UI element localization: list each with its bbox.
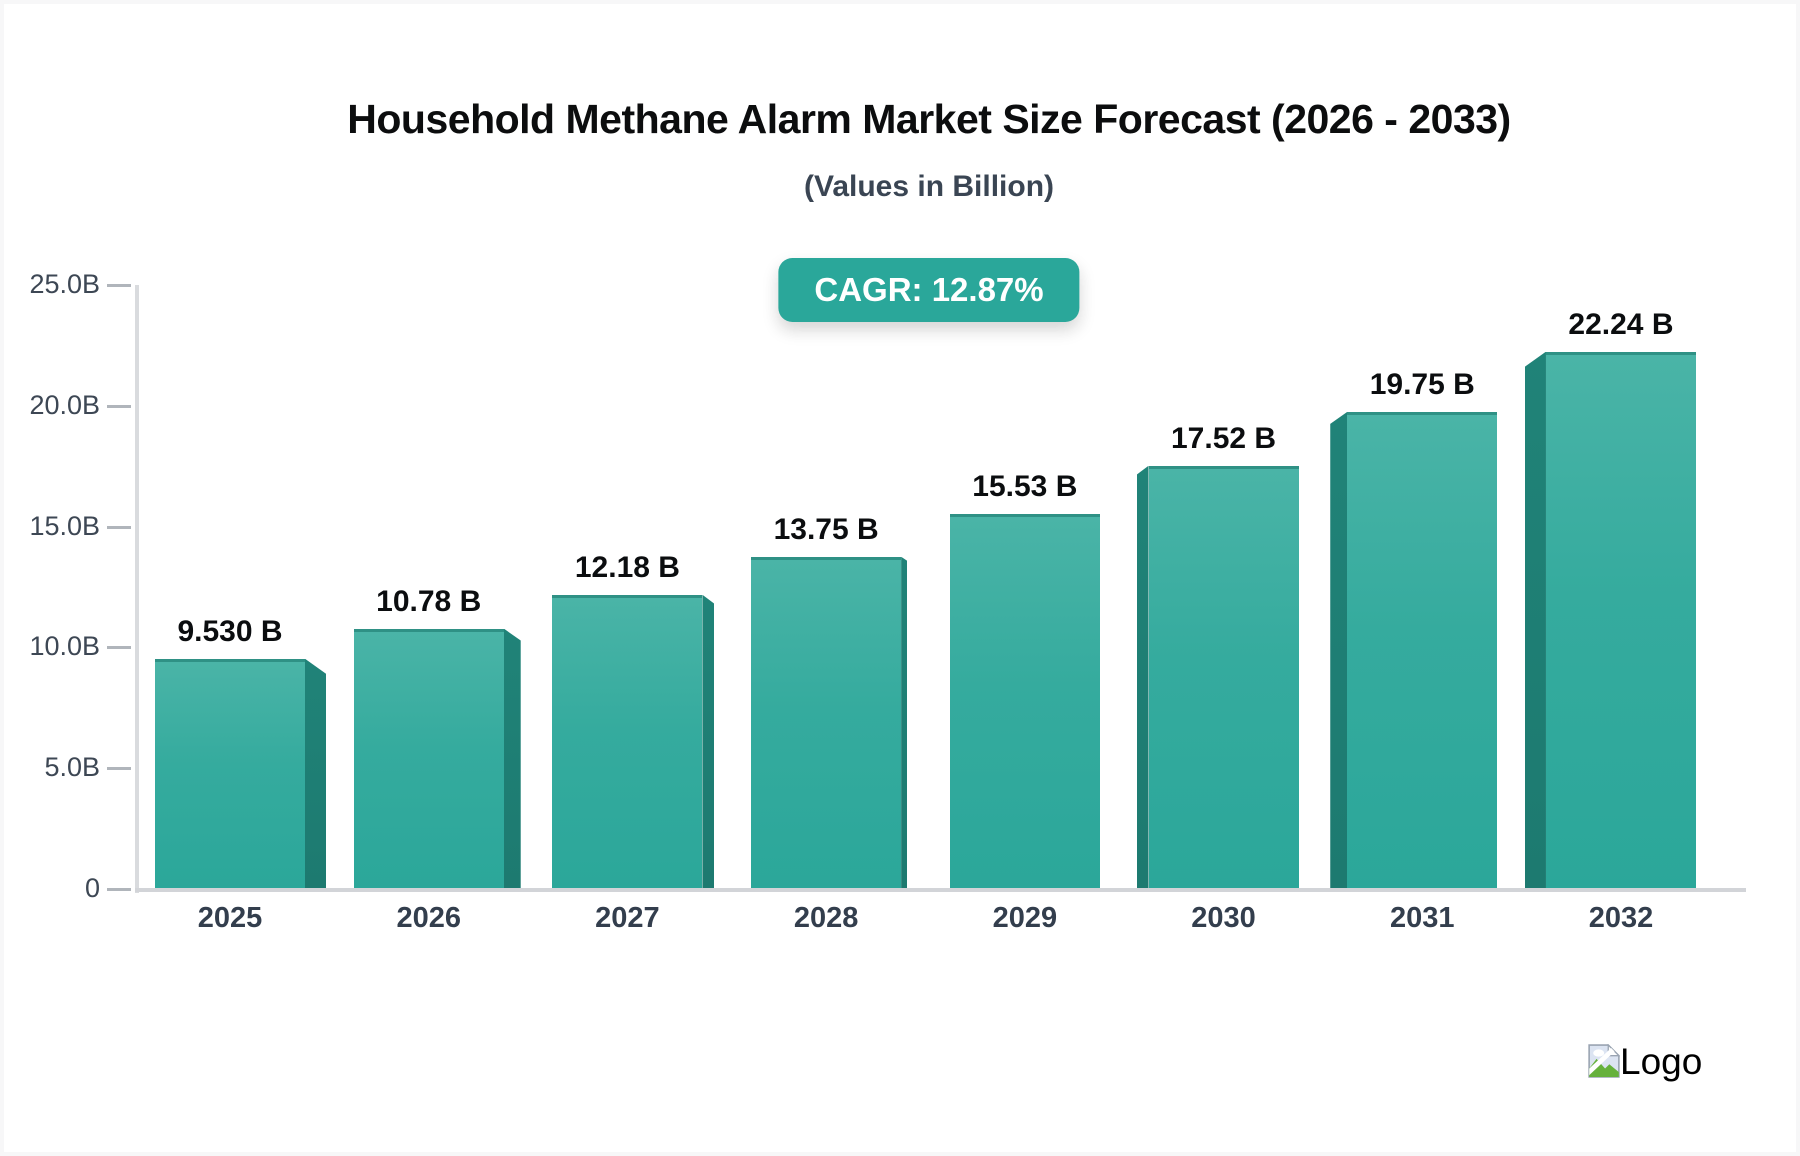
cagr-badge: CAGR: 12.87% bbox=[778, 258, 1080, 322]
y-tick-label: 20.0B bbox=[29, 389, 100, 420]
bar-2031 bbox=[1347, 411, 1498, 889]
x-axis-line bbox=[135, 888, 1746, 892]
bar-value-label: 12.18 B bbox=[574, 550, 680, 584]
x-axis-label: 2028 bbox=[793, 902, 859, 934]
y-tick-dash bbox=[107, 404, 131, 408]
x-axis-label: 2025 bbox=[197, 902, 263, 934]
bar-2026 bbox=[353, 628, 504, 889]
y-tick-dash bbox=[107, 767, 131, 771]
bar-value-label: 19.75 B bbox=[1369, 367, 1475, 401]
y-tick-label: 15.0B bbox=[29, 510, 100, 541]
bar-2027 bbox=[552, 594, 703, 889]
bar-2029 bbox=[949, 513, 1100, 889]
x-axis-label: 2026 bbox=[396, 902, 461, 934]
bar-side-2031 bbox=[1330, 411, 1348, 889]
page-title: Household Methane Alarm Market Size Fore… bbox=[347, 96, 1511, 142]
y-tick-label: 10.0B bbox=[29, 631, 100, 662]
broken-image-icon bbox=[1588, 1043, 1621, 1083]
y-tick-dash bbox=[107, 525, 131, 529]
y-tick-dash bbox=[107, 888, 131, 891]
y-tick-dash bbox=[107, 284, 131, 287]
bar-value-label: 15.53 B bbox=[972, 469, 1078, 503]
y-tick-label: 25.0B bbox=[29, 269, 100, 299]
bar-2025 bbox=[155, 658, 305, 889]
y-axis-line bbox=[135, 285, 139, 893]
y-tick-label: 0 bbox=[84, 873, 100, 903]
x-axis-label: 2032 bbox=[1588, 902, 1654, 934]
bar-side-2025 bbox=[305, 658, 326, 889]
bar-2032 bbox=[1545, 351, 1696, 889]
logo-label: Logo bbox=[1620, 1041, 1703, 1082]
bar-side-2027 bbox=[702, 594, 715, 889]
y-tick-label: 5.0B bbox=[44, 752, 100, 783]
bar-side-2032 bbox=[1524, 351, 1546, 889]
bar-side-2028 bbox=[901, 556, 908, 889]
x-axis-label: 2027 bbox=[595, 902, 660, 934]
bar-2028 bbox=[751, 556, 902, 889]
bar-value-label: 13.75 B bbox=[773, 512, 879, 546]
bar-value-label: 22.24 B bbox=[1568, 307, 1674, 341]
bar-2030 bbox=[1148, 465, 1299, 889]
bar-side-2030 bbox=[1136, 465, 1149, 889]
x-axis-label: 2030 bbox=[1191, 902, 1256, 934]
y-tick-dash bbox=[107, 646, 131, 650]
bar-value-label: 17.52 B bbox=[1171, 421, 1277, 455]
logo: Logo bbox=[1588, 1042, 1702, 1083]
chart-area: 25.0B 20.0B 15.0B 10.0B 5.0B 0 9.530 B 2025 10.7… bbox=[4, 4, 1796, 1152]
x-axis-label: 2029 bbox=[992, 902, 1058, 934]
x-axis-label: 2031 bbox=[1389, 902, 1455, 934]
bar-side-2026 bbox=[503, 628, 521, 889]
bar-value-label: 9.530 B bbox=[177, 614, 283, 648]
bar-value-label: 10.78 B bbox=[376, 584, 482, 618]
page-subtitle: (Values in Billion) bbox=[803, 170, 1055, 203]
